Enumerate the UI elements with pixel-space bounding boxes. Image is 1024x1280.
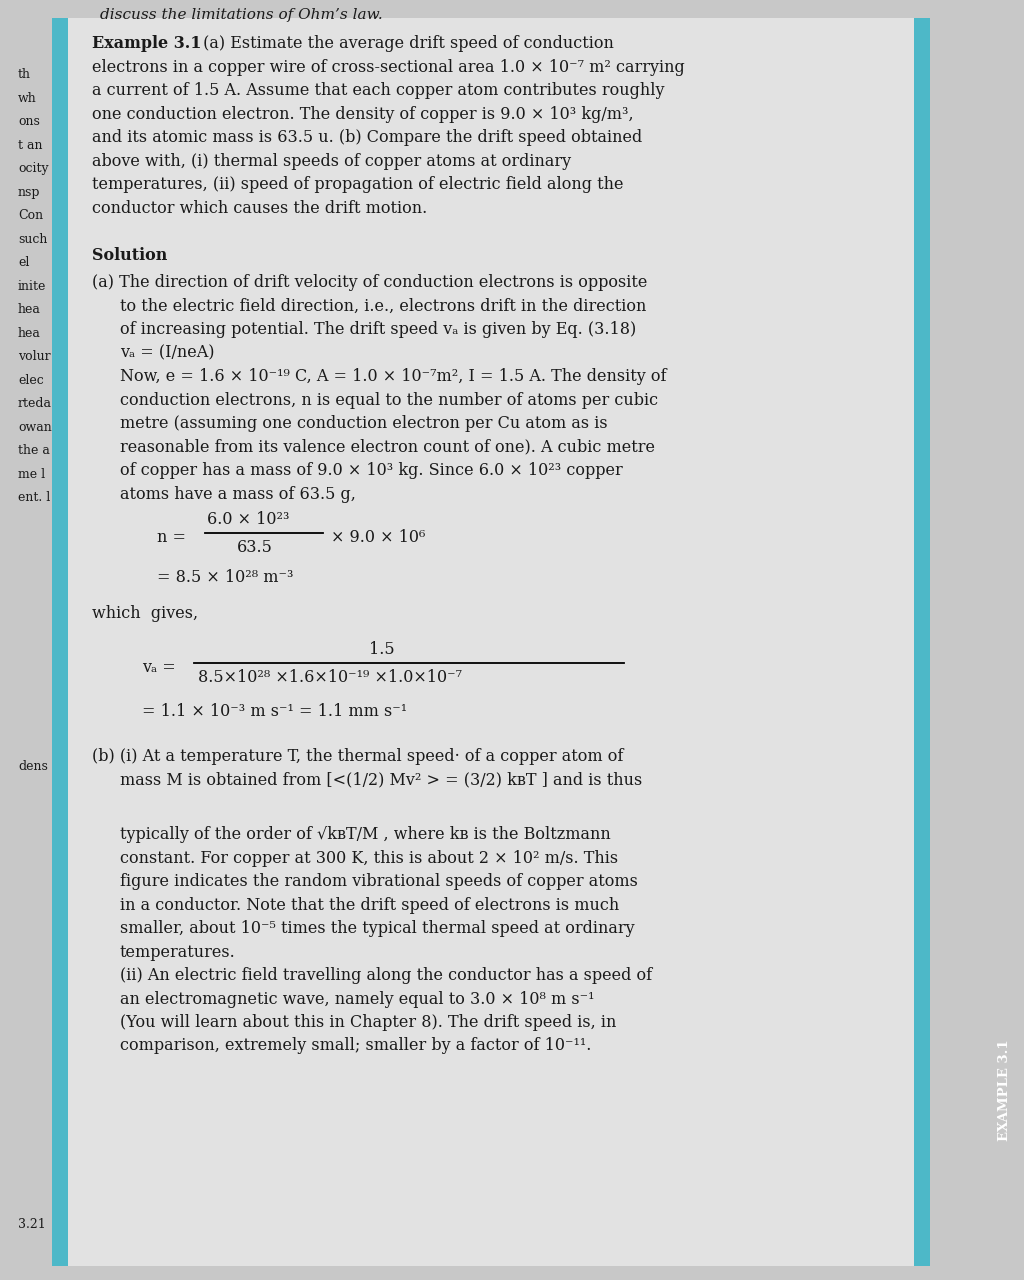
Text: above with, (i) thermal speeds of copper atoms at ordinary: above with, (i) thermal speeds of copper… [92,152,571,169]
Text: el: el [18,256,30,269]
Text: (a) The direction of drift velocity of conduction electrons is opposite: (a) The direction of drift velocity of c… [92,274,647,291]
Text: me l: me l [18,467,45,480]
Text: inite: inite [18,279,46,293]
Text: metre (assuming one conduction electron per Cu atom as is: metre (assuming one conduction electron … [120,415,607,433]
Text: th: th [18,68,31,81]
Text: an electromagnetic wave, namely equal to 3.0 × 10⁸ m s⁻¹: an electromagnetic wave, namely equal to… [120,991,595,1007]
Text: of copper has a mass of 9.0 × 10³ kg. Since 6.0 × 10²³ copper: of copper has a mass of 9.0 × 10³ kg. Si… [120,462,623,479]
Text: wh: wh [18,91,37,105]
Text: constant. For copper at 300 K, this is about 2 × 10² m/s. This: constant. For copper at 300 K, this is a… [120,850,618,867]
Text: and its atomic mass is 63.5 u. (b) Compare the drift speed obtained: and its atomic mass is 63.5 u. (b) Compa… [92,129,642,146]
Text: elec: elec [18,374,44,387]
Text: t an: t an [18,138,43,151]
Text: (a) Estimate the average drift speed of conduction: (a) Estimate the average drift speed of … [198,35,613,52]
Text: (ii) An electric field travelling along the conductor has a speed of: (ii) An electric field travelling along … [120,966,652,984]
Text: a current of 1.5 A. Assume that each copper atom contributes roughly: a current of 1.5 A. Assume that each cop… [92,82,665,99]
Text: n =: n = [157,529,186,545]
Text: Now, e = 1.6 × 10⁻¹⁹ C, A = 1.0 × 10⁻⁷m², I = 1.5 A. The density of: Now, e = 1.6 × 10⁻¹⁹ C, A = 1.0 × 10⁻⁷m²… [120,369,667,385]
Text: ons: ons [18,115,40,128]
Bar [914,18,930,1266]
Text: ocity: ocity [18,163,48,175]
Text: Example 3.1: Example 3.1 [92,35,202,52]
Text: conduction electrons, n is equal to the number of atoms per cubic: conduction electrons, n is equal to the … [120,392,658,408]
Text: typically of the order of √kʙT/M , where kʙ is the Boltzmann: typically of the order of √kʙT/M , where… [120,826,610,844]
Text: conductor which causes the drift motion.: conductor which causes the drift motion. [92,200,427,216]
Text: smaller, about 10⁻⁵ times the typical thermal speed at ordinary: smaller, about 10⁻⁵ times the typical th… [120,920,635,937]
Text: ent. l: ent. l [18,492,50,504]
Text: hea: hea [18,303,41,316]
Text: (b) (i) At a temperature T, the thermal speed· of a copper atom of: (b) (i) At a temperature T, the thermal … [92,748,624,764]
Text: vₐ = (I/neA): vₐ = (I/neA) [120,344,214,361]
Text: owan: owan [18,421,52,434]
Text: which  gives,: which gives, [92,604,198,622]
Text: 8.5×10²⁸ ×1.6×10⁻¹⁹ ×1.0×10⁻⁷: 8.5×10²⁸ ×1.6×10⁻¹⁹ ×1.0×10⁻⁷ [198,668,462,686]
Text: 3.21: 3.21 [18,1219,46,1231]
Text: discuss the limitations of Ohm’s law.: discuss the limitations of Ohm’s law. [100,8,383,22]
Text: figure indicates the random vibrational speeds of copper atoms: figure indicates the random vibrational … [120,873,638,890]
Text: Con: Con [18,209,43,221]
Text: EXAMPLE 3.1: EXAMPLE 3.1 [998,1039,1012,1140]
Text: atoms have a mass of 63.5 g,: atoms have a mass of 63.5 g, [120,485,356,503]
Text: = 8.5 × 10²⁸ m⁻³: = 8.5 × 10²⁸ m⁻³ [157,568,294,585]
Text: rteda: rteda [18,397,52,410]
Text: × 9.0 × 10⁶: × 9.0 × 10⁶ [331,529,425,545]
Text: 63.5: 63.5 [237,539,272,556]
Text: to the electric field direction, i.e., electrons drift in the direction: to the electric field direction, i.e., e… [120,297,646,315]
Text: of increasing potential. The drift speed vₐ is given by Eq. (3.18): of increasing potential. The drift speed… [120,321,636,338]
Text: reasonable from its valence electron count of one). A cubic metre: reasonable from its valence electron cou… [120,439,655,456]
Text: dens: dens [18,760,48,773]
Bar [52,18,68,1266]
Text: comparison, extremely small; smaller by a factor of 10⁻¹¹.: comparison, extremely small; smaller by … [120,1038,592,1055]
Text: hea: hea [18,326,41,339]
Text: volur: volur [18,349,50,364]
Text: mass M is obtained from [<(1/2) Mv² > = (3/2) kʙT ] and is thus: mass M is obtained from [<(1/2) Mv² > = … [120,771,642,788]
Text: vₐ =: vₐ = [142,658,176,676]
Text: (You will learn about this in Chapter 8). The drift speed is, in: (You will learn about this in Chapter 8)… [120,1014,616,1030]
Text: one conduction electron. The density of copper is 9.0 × 10³ kg/m³,: one conduction electron. The density of … [92,105,634,123]
Text: = 1.1 × 10⁻³ m s⁻¹ = 1.1 mm s⁻¹: = 1.1 × 10⁻³ m s⁻¹ = 1.1 mm s⁻¹ [142,703,408,719]
Text: temperatures.: temperatures. [120,943,236,960]
Text: temperatures, (ii) speed of propagation of electric field along the: temperatures, (ii) speed of propagation … [92,177,624,193]
Text: nsp: nsp [18,186,41,198]
Text: in a conductor. Note that the drift speed of electrons is much: in a conductor. Note that the drift spee… [120,896,620,914]
Text: such: such [18,233,47,246]
Text: 1.5: 1.5 [369,640,394,658]
Text: electrons in a copper wire of cross-sectional area 1.0 × 10⁻⁷ m² carrying: electrons in a copper wire of cross-sect… [92,59,685,76]
Text: the a: the a [18,444,50,457]
Text: 6.0 × 10²³: 6.0 × 10²³ [207,511,290,527]
Text: Solution: Solution [92,247,167,264]
Bar [52,18,930,1266]
